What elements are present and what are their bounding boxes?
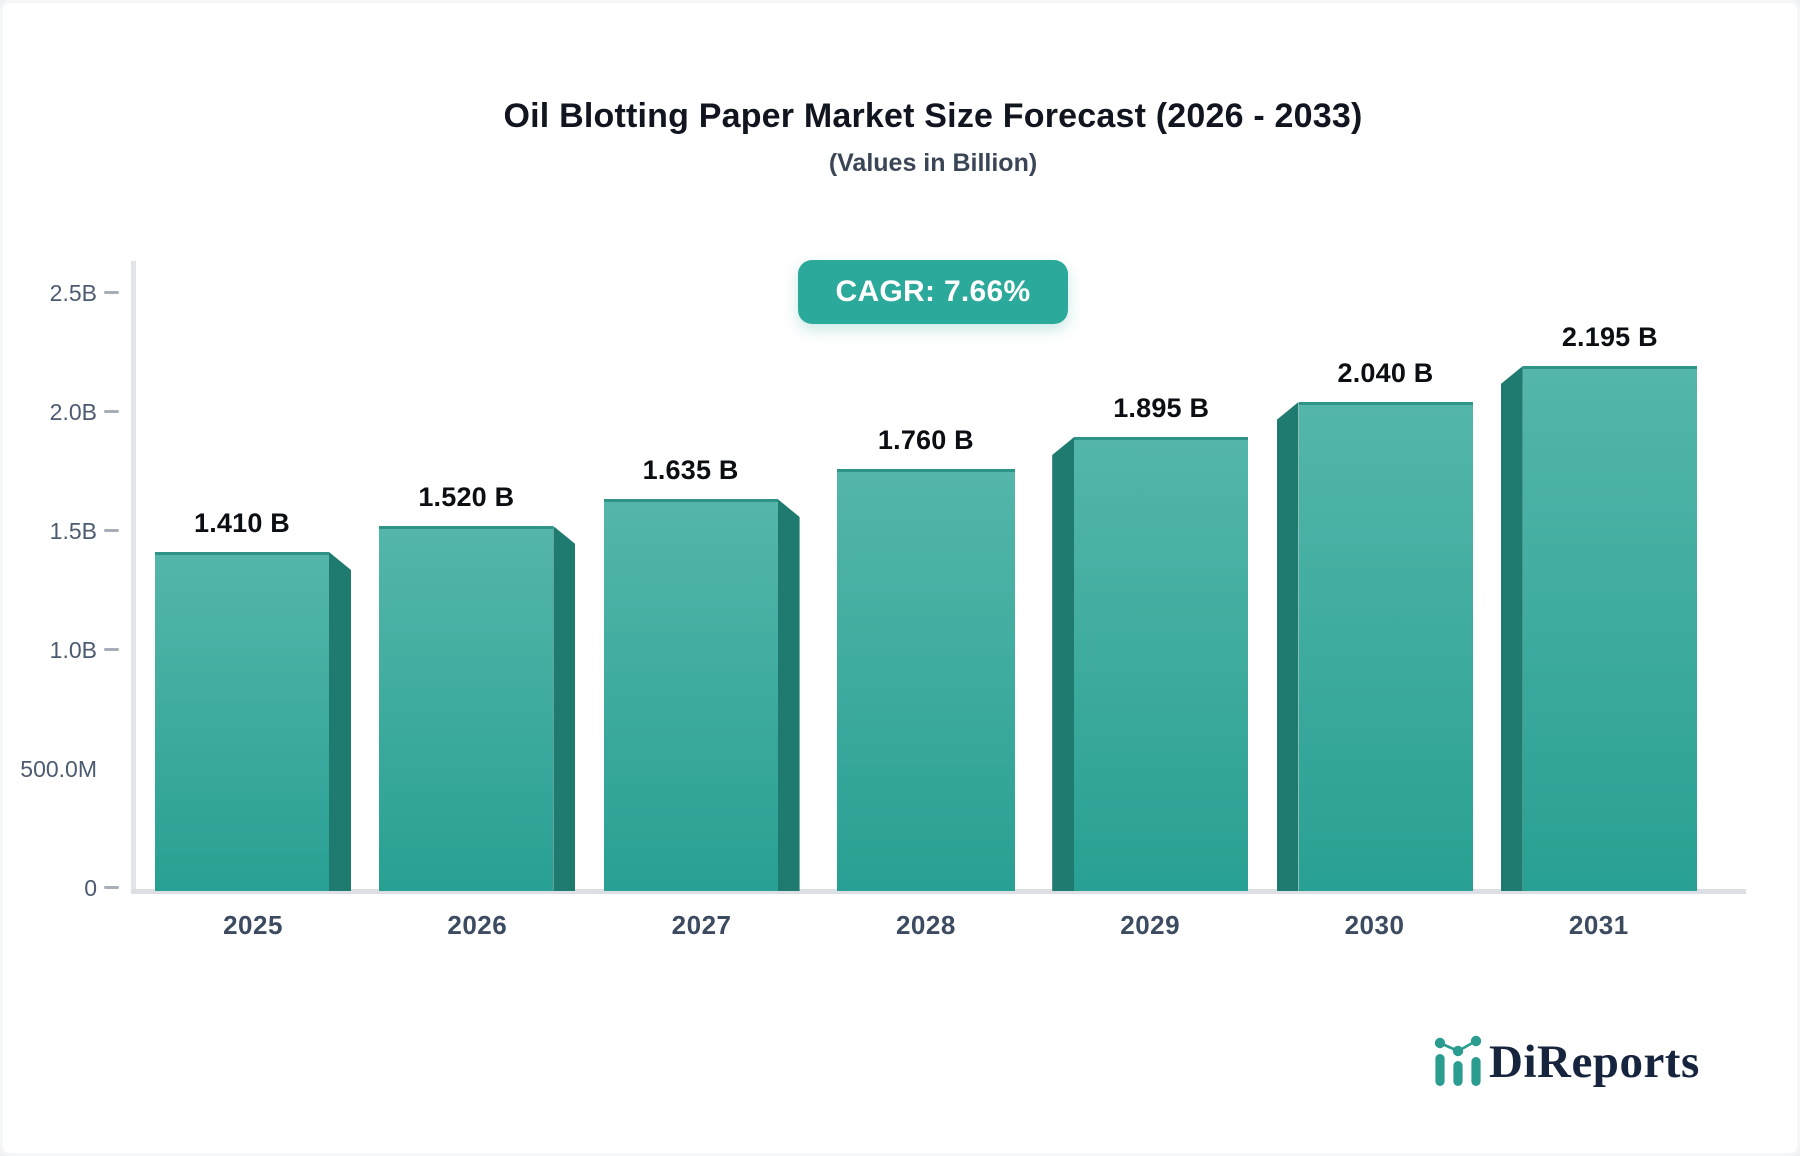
y-axis-line bbox=[131, 261, 136, 894]
bar-3d-side-2025 bbox=[329, 552, 351, 891]
y-tick-mark bbox=[104, 648, 119, 651]
bar-2026 bbox=[379, 526, 554, 891]
chart-title: Oil Blotting Paper Market Size Forecast … bbox=[503, 97, 1363, 135]
bar-3d-side-2026 bbox=[553, 526, 576, 891]
x-tick-label-2031: 2031 bbox=[1568, 910, 1629, 940]
cagr-badge: CAGR: 7.66% bbox=[798, 260, 1068, 324]
x-axis-line bbox=[131, 889, 1746, 894]
bar-value-label-2025: 1.410 B bbox=[194, 508, 290, 538]
x-tick-label-2027: 2027 bbox=[671, 910, 732, 940]
bar-2028 bbox=[836, 469, 1015, 891]
bar-2031 bbox=[1522, 366, 1697, 891]
y-tick-mark bbox=[104, 291, 119, 294]
x-tick-label-2026: 2026 bbox=[447, 910, 508, 940]
y-tick-label-1.5B: 1.5B bbox=[49, 518, 97, 544]
cagr-badge-label: CAGR: 7.66% bbox=[835, 275, 1031, 308]
y-tick-label-1.0B: 1.0B bbox=[49, 637, 97, 663]
bar-2029 bbox=[1074, 437, 1249, 891]
bar-3d-side-2029 bbox=[1052, 437, 1075, 891]
bar-3d-side-2027 bbox=[777, 499, 800, 891]
bar-3d-side-2031 bbox=[1500, 366, 1523, 891]
x-tick-label-2028: 2028 bbox=[895, 910, 956, 940]
logo-chart-icon bbox=[1434, 1035, 1482, 1086]
bar-2025 bbox=[155, 552, 329, 891]
y-tick-mark bbox=[104, 886, 119, 889]
bar-value-label-2029: 1.895 B bbox=[1113, 393, 1210, 423]
bar-value-label-2028: 1.760 B bbox=[877, 425, 974, 455]
bar-3d-side-2030 bbox=[1276, 402, 1299, 891]
y-tick-mark bbox=[104, 529, 119, 532]
y-tick-label-500.0M: 500.0M bbox=[20, 756, 97, 782]
y-tick-mark bbox=[104, 410, 119, 413]
y-tick-label-0: 0 bbox=[84, 875, 97, 901]
bar-value-label-2027: 1.635 B bbox=[642, 455, 739, 485]
bar-2027 bbox=[603, 499, 778, 891]
y-tick-label-2.5B: 2.5B bbox=[49, 280, 97, 306]
bar-value-label-2030: 2.040 B bbox=[1337, 358, 1434, 388]
brand-logo-text: DiReports bbox=[1489, 1036, 1700, 1088]
x-tick-label-2025: 2025 bbox=[223, 910, 283, 940]
x-tick-label-2030: 2030 bbox=[1344, 910, 1405, 940]
x-tick-label-2029: 2029 bbox=[1120, 910, 1181, 940]
chart-subtitle: (Values in Billion) bbox=[828, 149, 1038, 177]
bar-2030 bbox=[1298, 402, 1473, 891]
brand-logo: DiReports bbox=[1433, 1033, 1700, 1091]
bar-value-label-2031: 2.195 B bbox=[1561, 322, 1658, 352]
bar-value-label-2026: 1.520 B bbox=[418, 482, 515, 512]
y-tick-label-2.0B: 2.0B bbox=[49, 399, 97, 425]
